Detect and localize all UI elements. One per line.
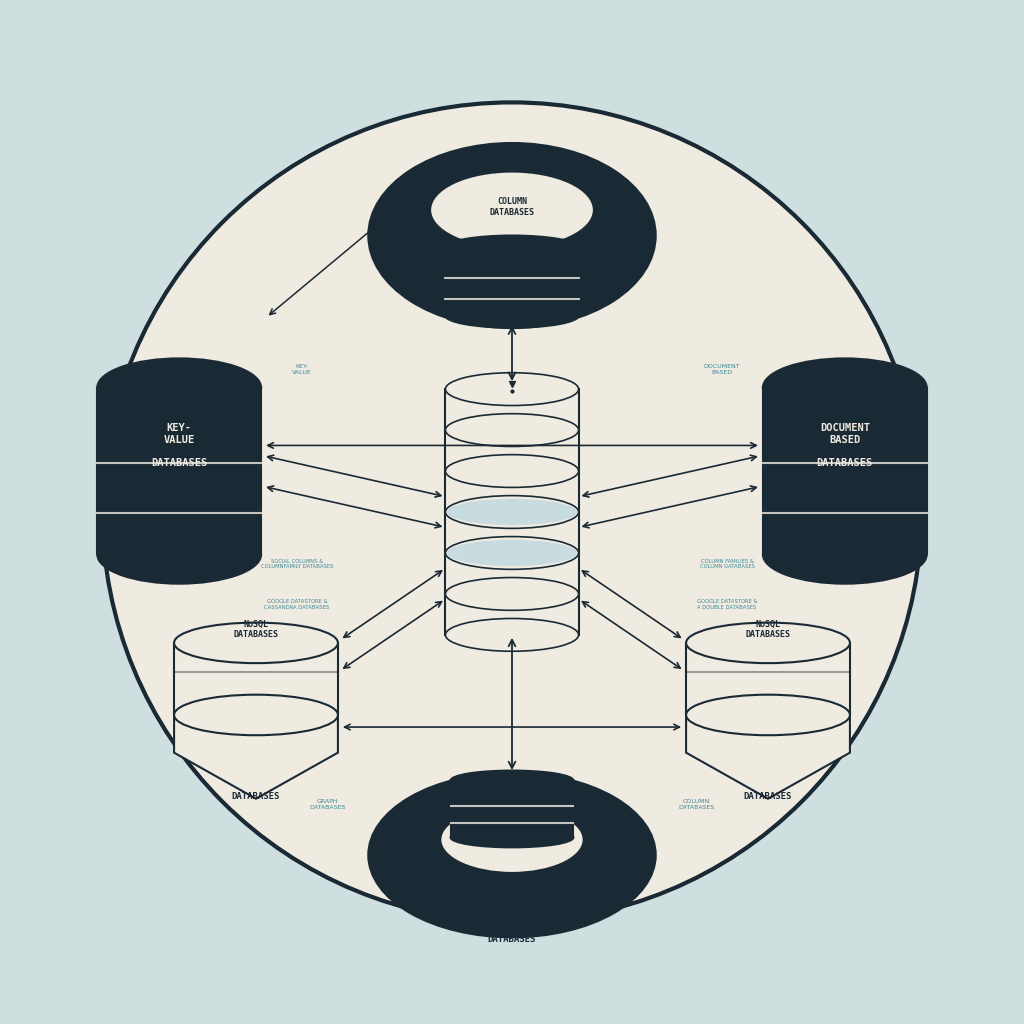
Text: KEY-
VALUE

DATABASES: KEY- VALUE DATABASES	[152, 423, 207, 468]
Ellipse shape	[440, 807, 584, 872]
Circle shape	[102, 102, 922, 922]
Ellipse shape	[445, 537, 579, 569]
Ellipse shape	[763, 525, 927, 584]
Text: GRAPH: GRAPH	[499, 833, 525, 841]
Bar	[445, 389, 579, 635]
Text: NoSQL
DATABASES: NoSQL DATABASES	[233, 621, 279, 639]
Ellipse shape	[451, 770, 573, 791]
Text: DATABASES: DATABASES	[231, 793, 281, 801]
Ellipse shape	[430, 171, 594, 248]
Ellipse shape	[446, 540, 578, 566]
Ellipse shape	[445, 236, 579, 259]
Bar	[763, 388, 927, 554]
Ellipse shape	[97, 358, 261, 417]
Text: NoSQL
DATABASES: NoSQL DATABASES	[745, 621, 791, 639]
Ellipse shape	[369, 143, 655, 328]
Ellipse shape	[174, 623, 338, 664]
Ellipse shape	[763, 358, 927, 417]
Text: DOCUMENT
BASED: DOCUMENT BASED	[703, 364, 740, 375]
Ellipse shape	[686, 694, 850, 735]
Bar	[174, 643, 338, 715]
Bar	[445, 248, 579, 315]
Ellipse shape	[97, 525, 261, 584]
Ellipse shape	[445, 455, 579, 487]
Text: DATABASES: DATABASES	[487, 935, 537, 943]
Text: DATABASES: DATABASES	[487, 310, 537, 318]
Text: SOCIAL COLUMNS &
COLUMNFAMILY DATABASES: SOCIAL COLUMNS & COLUMNFAMILY DATABASES	[261, 558, 333, 569]
Text: KEY-
VALUE: KEY- VALUE	[292, 364, 312, 375]
Text: COLUMN FAMILIES &
COLUMN DATABASES: COLUMN FAMILIES & COLUMN DATABASES	[699, 558, 755, 569]
Ellipse shape	[369, 773, 655, 937]
Text: GRAPH
DATABASES: GRAPH DATABASES	[309, 799, 346, 810]
Ellipse shape	[445, 578, 579, 610]
Text: COLUMN
DATABASES: COLUMN DATABASES	[678, 799, 715, 810]
Text: GOOGLE DATASTORE &
A DOUBLE DATABASES: GOOGLE DATASTORE & A DOUBLE DATABASES	[696, 599, 758, 610]
Ellipse shape	[445, 304, 579, 328]
Ellipse shape	[174, 694, 338, 735]
Ellipse shape	[446, 499, 578, 525]
PathPatch shape	[174, 715, 338, 799]
Text: GOOGLE DATASTORE &
CASSANDRA DATABASES: GOOGLE DATASTORE & CASSANDRA DATABASES	[264, 599, 330, 610]
Ellipse shape	[445, 414, 579, 446]
Bar	[97, 388, 261, 554]
Ellipse shape	[686, 623, 850, 664]
PathPatch shape	[686, 715, 850, 799]
Bar	[686, 643, 850, 715]
Text: DOCUMENT
BASED

DATABASES: DOCUMENT BASED DATABASES	[817, 423, 872, 468]
Ellipse shape	[445, 496, 579, 528]
Ellipse shape	[445, 373, 579, 406]
Text: DATABASES: DATABASES	[743, 793, 793, 801]
Bar	[451, 780, 573, 838]
Text: COLUMN
DATABASES: COLUMN DATABASES	[489, 198, 535, 216]
Ellipse shape	[451, 827, 573, 848]
Text: NoSQ DATABASES: NoSQ DATABASES	[468, 120, 556, 130]
Ellipse shape	[445, 618, 579, 651]
